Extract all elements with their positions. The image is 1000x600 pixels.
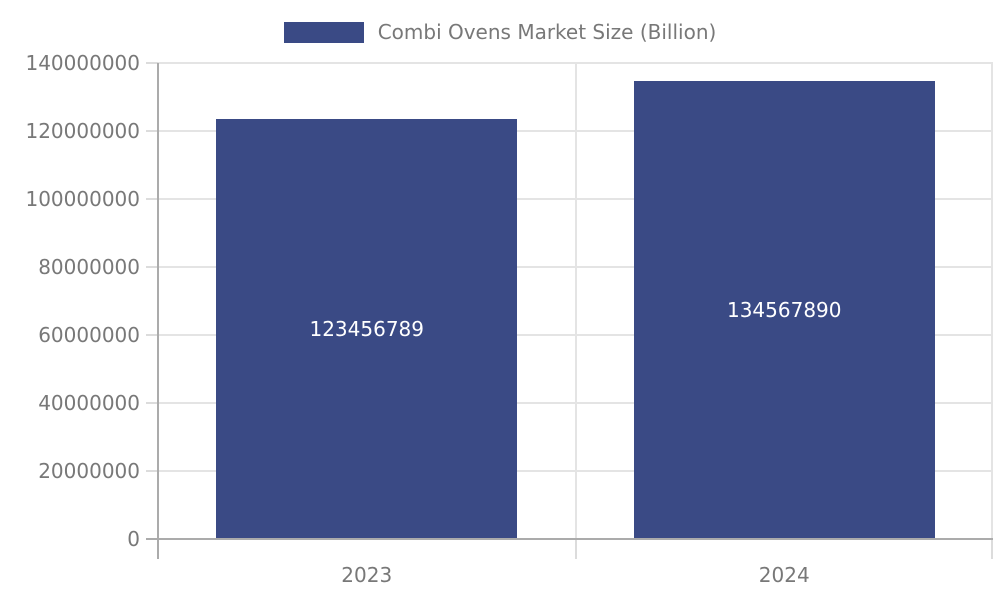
y-tick-label: 120000000: [25, 119, 140, 143]
x-axis-boundary-tick: [574, 539, 577, 559]
x-tick-label: 2024: [758, 563, 810, 587]
y-axis-tick: [146, 334, 158, 336]
y-tick-label: 100000000: [25, 187, 140, 211]
chart-legend[interactable]: Combi Ovens Market Size (Billion): [0, 19, 1000, 45]
y-axis-tick: [146, 198, 158, 200]
legend-swatch: [283, 21, 364, 43]
y-tick-label: 0: [127, 527, 140, 551]
y-axis-tick: [146, 402, 158, 404]
y-tick-label: 40000000: [38, 391, 140, 415]
x-axis-boundary-tick: [991, 539, 993, 559]
y-axis-tick: [146, 130, 158, 132]
legend-label: Combi Ovens Market Size (Billion): [377, 20, 717, 44]
bar-value-label: 123456789: [309, 317, 425, 342]
y-tick-label: 140000000: [25, 51, 140, 75]
y-tick-label: 80000000: [38, 255, 140, 279]
bar-2023[interactable]: [216, 119, 518, 539]
y-tick-label: 20000000: [38, 459, 140, 483]
y-axis-tick: [146, 470, 158, 472]
bar-value-label: 134567890: [726, 298, 842, 323]
y-axis-tick: [146, 62, 158, 64]
plot-border-right: [991, 63, 993, 539]
y-tick-label: 60000000: [38, 323, 140, 347]
y-axis-tick: [146, 266, 158, 268]
x-axis-line: [146, 538, 993, 540]
y-axis-line: [157, 63, 159, 559]
x-tick-label: 2023: [341, 563, 393, 587]
bar-2024[interactable]: [633, 81, 935, 539]
category-separator-line: [574, 63, 577, 539]
